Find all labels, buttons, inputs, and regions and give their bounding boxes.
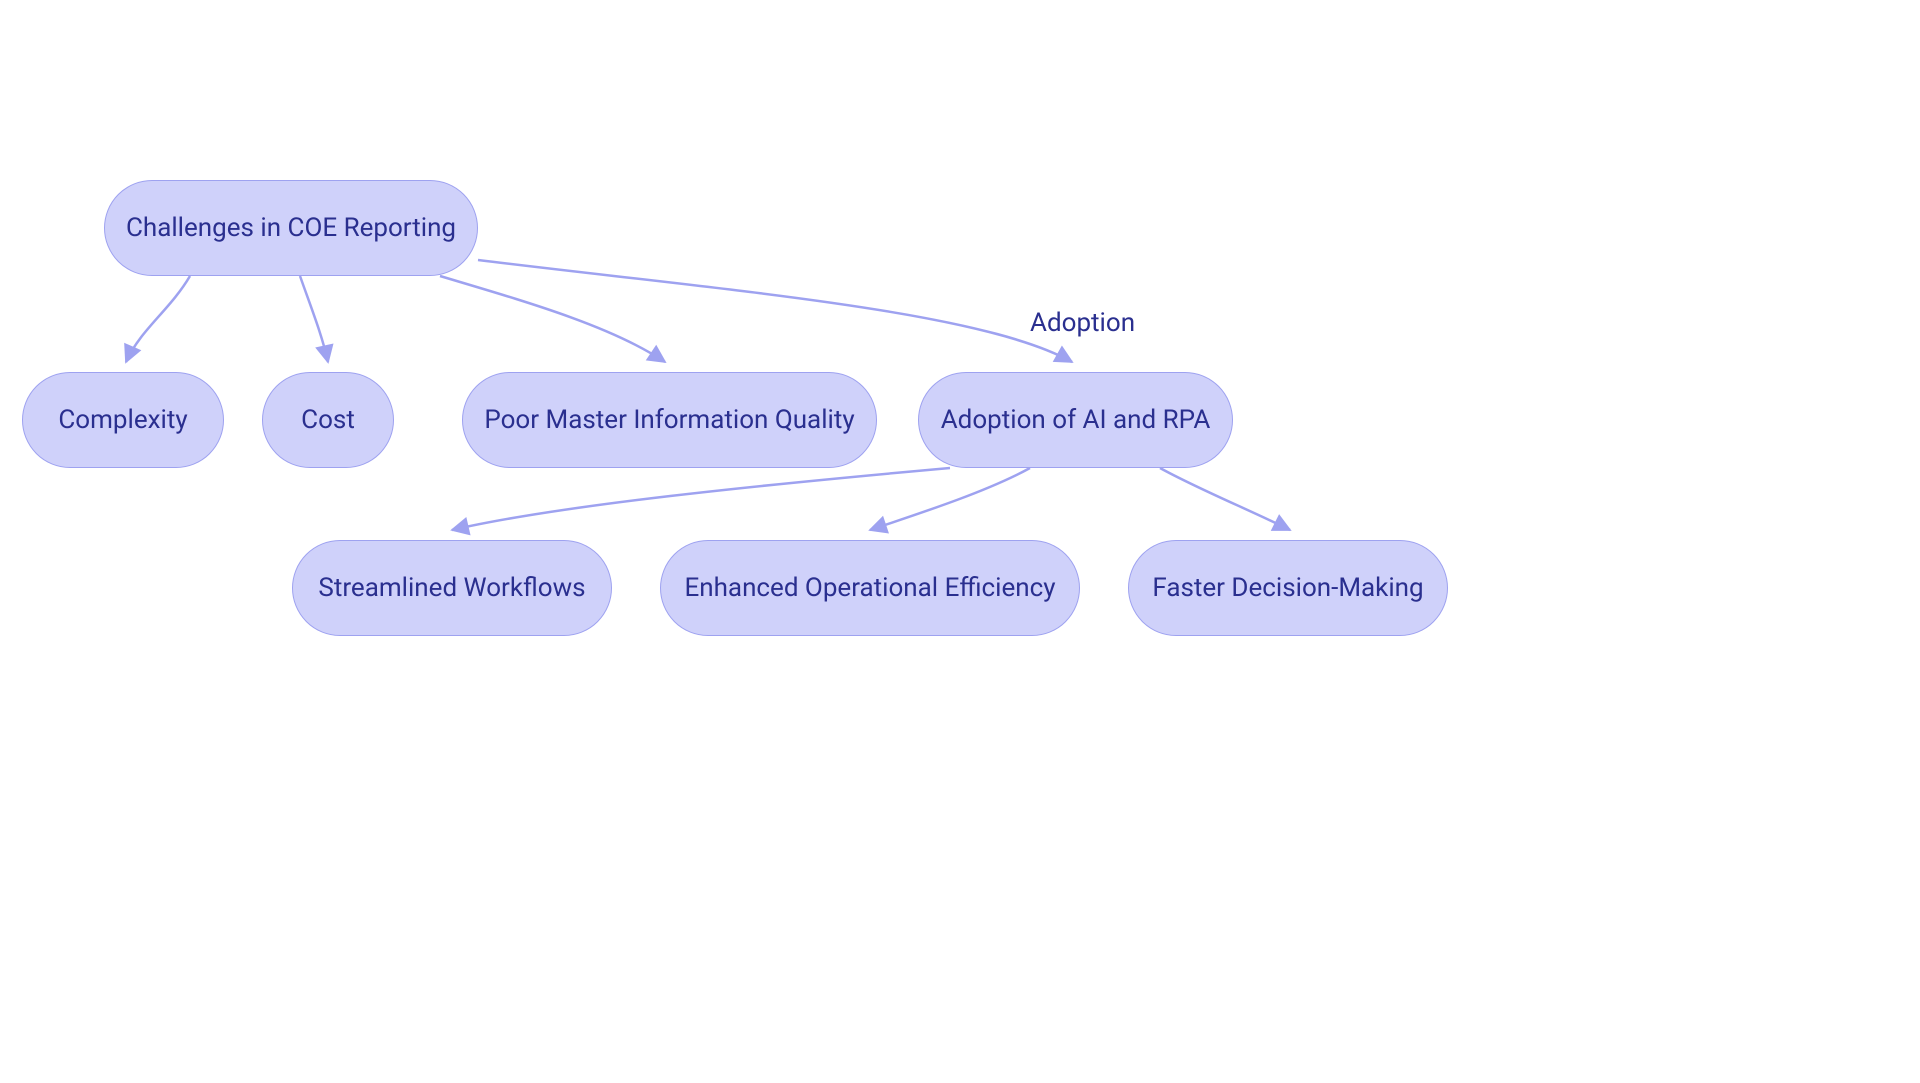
node-complexity: Complexity — [22, 372, 224, 468]
node-sw: Streamlined Workflows — [292, 540, 612, 636]
node-cost: Cost — [262, 372, 394, 468]
edge-root-cost — [300, 276, 328, 362]
node-pmiq: Poor Master Information Quality — [462, 372, 877, 468]
edge-airpa-eoe — [870, 468, 1030, 530]
edge-root-complexity — [126, 276, 190, 362]
edge-root-pmiq — [440, 276, 665, 362]
node-fdm: Faster Decision-Making — [1128, 540, 1448, 636]
diagram-canvas: Challenges in COE Reporting Complexity Cos… — [0, 0, 1920, 1083]
edge-label: Adoption — [1030, 308, 1135, 338]
node-eoe: Enhanced Operational Efficiency — [660, 540, 1080, 636]
edge-airpa-sw — [452, 468, 950, 530]
edge-root-airpa — [478, 260, 1072, 362]
node-airpa: Adoption of AI and RPA — [918, 372, 1233, 468]
node-root: Challenges in COE Reporting — [104, 180, 478, 276]
edge-airpa-fdm — [1160, 468, 1290, 530]
